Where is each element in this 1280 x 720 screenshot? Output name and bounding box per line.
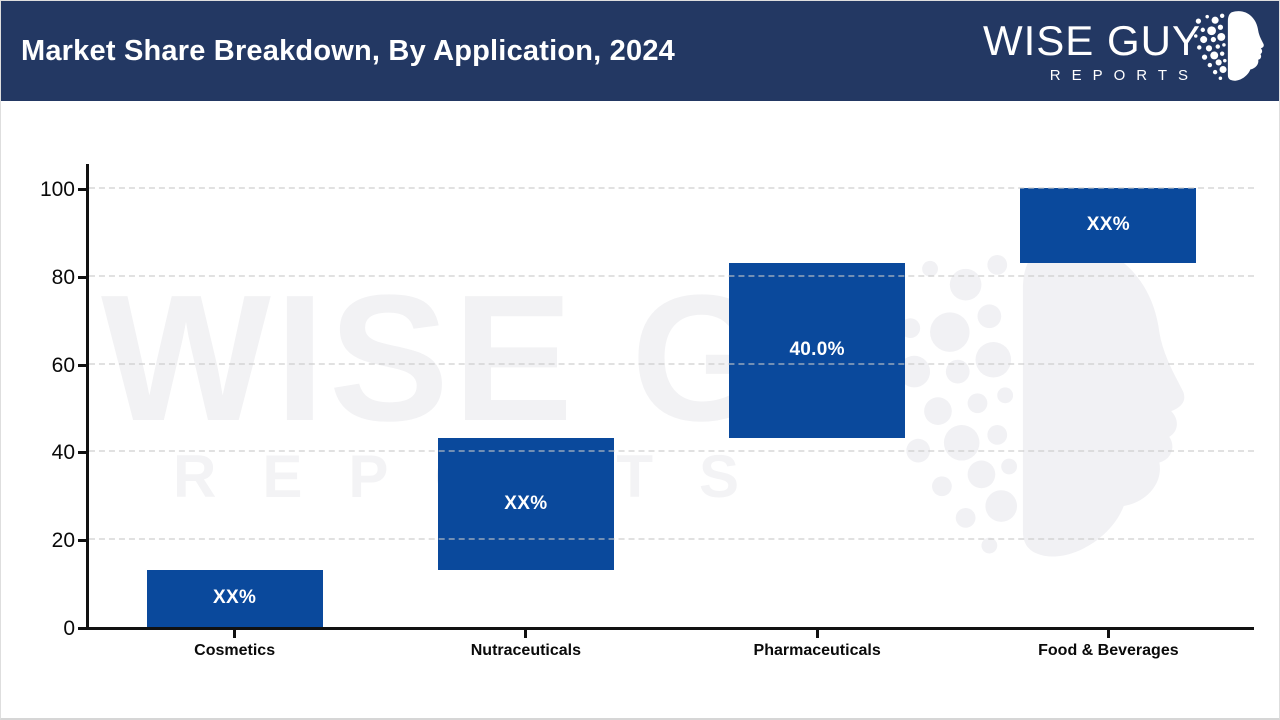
y-tick-label-40: 40 [51,441,75,465]
y-tick-80 [78,275,86,279]
bar-label-pharmaceuticals: 40.0% [789,339,845,361]
gridline-60 [89,362,1254,365]
y-tick-40 [78,451,86,455]
category-label-food-beverages: Food & Beverages [1038,642,1179,659]
bar-label-food-beverages: XX% [1086,214,1130,236]
bar-label-cosmetics: XX% [213,587,257,609]
bar-label-nutraceuticals: XX% [504,493,548,515]
header-bar: Market Share Breakdown, By Application, … [1,1,1279,101]
chart-title: Market Share Breakdown, By Application, … [21,34,675,67]
gridline-80 [89,274,1254,277]
gridline-20 [89,538,1254,541]
y-tick-60 [78,363,86,367]
gridline-100 [89,187,1254,189]
bar-cosmetics: XX% [146,569,323,627]
y-tick-0 [78,627,86,630]
y-tick-20 [78,539,86,543]
gridline-40 [89,450,1254,453]
brand-tagline: REPORTS [1049,66,1199,84]
category-label-cosmetics: Cosmetics [194,642,276,659]
brand-name: WISE GUY [982,16,1201,64]
y-tick-100 [78,188,86,191]
bar-nutraceuticals: XX% [437,438,614,570]
brand-face-icon [1187,7,1267,95]
y-tick-label-20: 20 [51,529,75,553]
brand-logo-text: WISE GUY REPORTS [982,16,1201,84]
x-tick-cosmetics [233,630,237,638]
y-axis-line [86,164,89,630]
x-tick-food-beverages [1106,630,1110,638]
bar-food-beverages: XX% [1020,188,1197,263]
category-label-pharmaceuticals: Pharmaceuticals [753,642,881,659]
x-tick-nutraceuticals [524,630,528,638]
x-tick-pharmaceuticals [815,630,819,638]
category-label-nutraceuticals: Nutraceuticals [470,642,582,659]
y-tick-label-60: 60 [51,353,75,377]
y-tick-label-80: 80 [51,265,75,289]
bar-pharmaceuticals: 40.0% [729,262,906,439]
brand-logo: WISE GUY REPORTS [983,7,1267,95]
y-tick-label-0: 0 [63,617,75,640]
y-tick-label-100: 100 [39,178,75,201]
x-axis-line [86,627,1254,630]
